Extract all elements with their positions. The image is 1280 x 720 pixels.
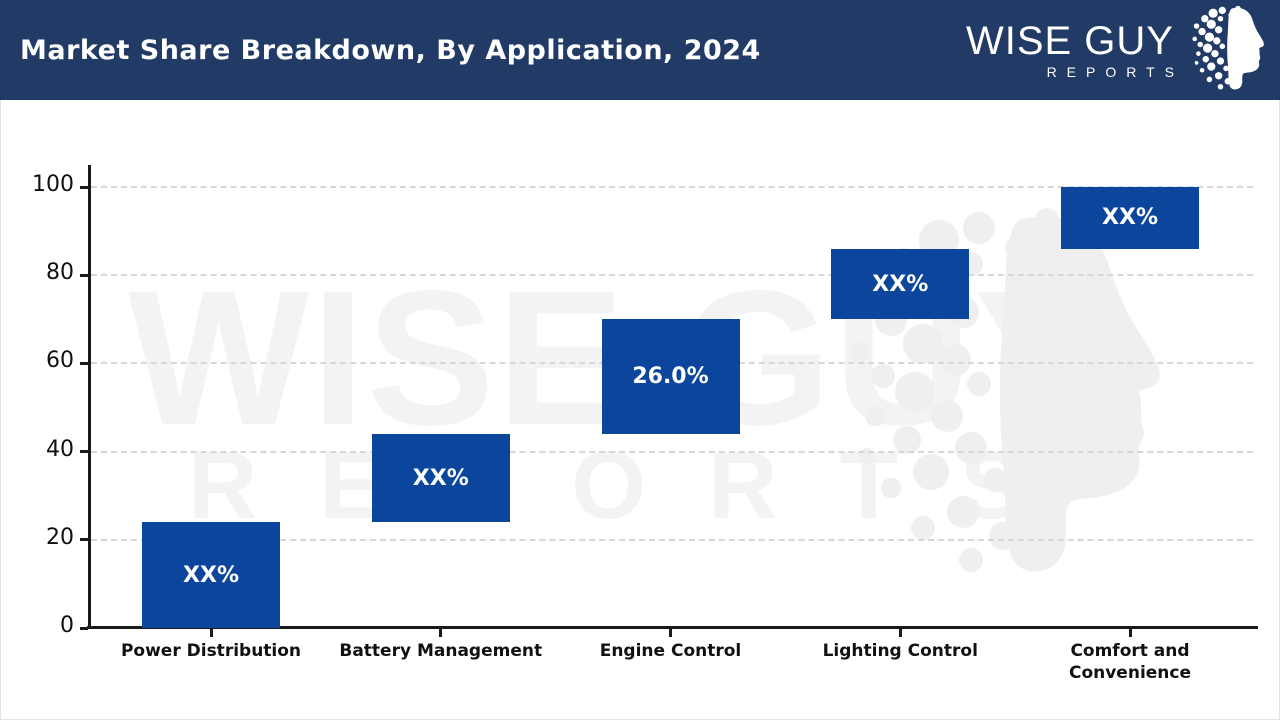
y-tick-mark	[80, 185, 88, 189]
y-tick-label: 100	[32, 172, 74, 197]
gridline-40	[91, 450, 1253, 453]
y-tick-mark	[80, 361, 88, 365]
gridline-100	[91, 186, 1253, 188]
bar-engine-control: 26.0%	[601, 319, 740, 434]
brand-subtitle: REPORTS	[1046, 63, 1184, 80]
y-tick-mark	[80, 538, 88, 542]
x-tick-mark	[439, 629, 443, 637]
page-title: Market Share Breakdown, By Application, …	[20, 34, 761, 66]
x-tick-mark	[1128, 629, 1132, 637]
bar-value-label: XX%	[412, 465, 469, 491]
bar-comfort-and-convenience: XX%	[1061, 187, 1199, 249]
gridline-80	[91, 274, 1253, 277]
y-tick-label: 60	[46, 348, 74, 374]
y-tick-label: 80	[46, 260, 74, 286]
bar-value-label: 26.0%	[632, 364, 709, 390]
gridline-20	[91, 538, 1253, 541]
brand-head-icon	[1180, 4, 1272, 96]
y-tick-mark	[80, 626, 88, 630]
y-tick-label: 20	[46, 524, 74, 550]
x-tick-label: Comfort and Convenience	[1068, 641, 1192, 684]
bar-lighting-control: XX%	[831, 248, 970, 320]
bar-battery-management: XX%	[371, 433, 510, 523]
x-tick-mark	[898, 629, 902, 637]
x-tick-mark	[669, 629, 672, 637]
bar-value-label: XX%	[872, 271, 929, 297]
x-tick-label: Engine Control	[599, 641, 742, 661]
brand-name: WISE GUY	[965, 18, 1174, 63]
x-tick-label: Lighting Control	[822, 641, 978, 661]
bar-power-distribution: XX%	[142, 522, 280, 628]
x-tick-mark	[209, 629, 213, 637]
bar-value-label: XX%	[1102, 205, 1158, 231]
y-tick-mark	[80, 273, 88, 277]
header: Market Share Breakdown, By Application, …	[0, 0, 1280, 100]
x-tick-label: Power Distribution	[120, 641, 302, 661]
y-tick-mark	[80, 450, 88, 454]
y-tick-label: 40	[46, 436, 74, 462]
bar-value-label: XX%	[183, 562, 239, 588]
y-tick-label: 0	[60, 613, 74, 638]
x-axis-line	[87, 626, 1258, 629]
x-tick-label: Battery Management	[339, 641, 543, 661]
brand-logo: WISE GUY REPORTS	[966, 0, 1272, 100]
y-axis-line	[88, 165, 91, 629]
brand-logo-text: WISE GUY REPORTS	[966, 21, 1174, 80]
